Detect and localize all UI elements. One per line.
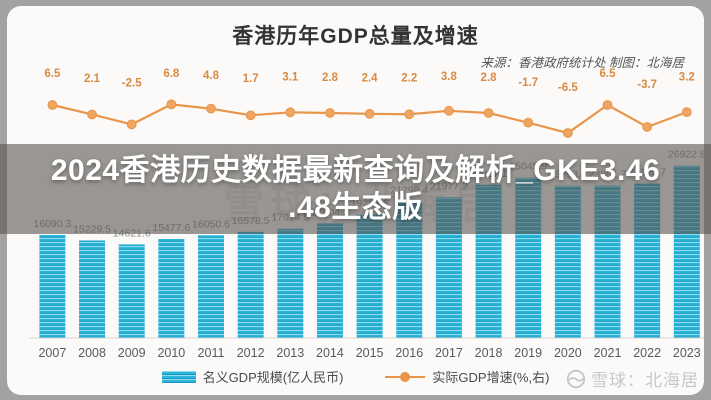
svg-text:2021: 2021: [594, 346, 622, 360]
svg-text:2.8: 2.8: [481, 72, 498, 84]
svg-text:-3.7: -3.7: [637, 79, 657, 91]
svg-text:2023: 2023: [673, 346, 701, 360]
svg-text:2022: 2022: [633, 346, 661, 360]
svg-text:2016: 2016: [395, 346, 423, 360]
svg-text:2.4: 2.4: [362, 72, 379, 84]
svg-text:2009: 2009: [118, 346, 146, 360]
svg-text:3.2: 3.2: [679, 72, 695, 84]
bar-series-swatch: [161, 370, 196, 383]
line-series-swatch: [385, 371, 426, 383]
overlay-text-line1: 2024香港历史数据最新查询及解析_GKE3.46: [50, 154, 661, 187]
legend-item-line: 实际GDP增速(%,右): [385, 367, 549, 386]
svg-text:4.8: 4.8: [203, 70, 220, 82]
overlay-text-line2: .48生态版: [288, 191, 423, 224]
svg-text:1.7: 1.7: [243, 73, 259, 85]
svg-text:2012: 2012: [237, 346, 265, 360]
legend-item-bar: 名义GDP规模(亿人民币): [161, 367, 344, 386]
svg-text:2013: 2013: [276, 346, 304, 360]
legend-line-label: 实际GDP增速(%,右): [432, 370, 550, 385]
svg-text:2014: 2014: [316, 346, 344, 360]
svg-text:-6.5: -6.5: [558, 82, 578, 94]
chart-legend: 名义GDP规模(亿人民币) 实际GDP增速(%,右): [0, 367, 711, 386]
svg-text:2008: 2008: [78, 346, 106, 360]
svg-text:2010: 2010: [157, 346, 185, 360]
legend-bar-label: 名义GDP规模(亿人民币): [202, 370, 344, 385]
svg-text:2.8: 2.8: [322, 72, 339, 84]
svg-text:2017: 2017: [435, 346, 463, 360]
svg-text:2007: 2007: [38, 346, 66, 360]
svg-text:2018: 2018: [475, 346, 503, 360]
svg-text:2.1: 2.1: [84, 73, 101, 85]
svg-text:6.5: 6.5: [44, 68, 61, 80]
chart-source: 来源：香港政府统计处 制图：北海居: [480, 56, 684, 70]
svg-text:2.2: 2.2: [401, 73, 417, 85]
svg-text:3.8: 3.8: [441, 71, 458, 83]
svg-text:2019: 2019: [514, 346, 542, 360]
svg-text:-2.5: -2.5: [122, 78, 142, 90]
svg-text:6.5: 6.5: [600, 68, 617, 80]
source-watermark: 雪球：北海居: [566, 366, 699, 391]
svg-text:2011: 2011: [198, 346, 225, 360]
overlay-watermark-banner: 2024香港历史数据最新查询及解析_GKE3.46 .48生态版: [0, 144, 711, 234]
chart-title: 香港历年GDP总量及增速: [232, 25, 479, 48]
watermark-text: 雪球：北海居: [591, 371, 699, 390]
svg-text:2020: 2020: [554, 346, 582, 360]
svg-text:2015: 2015: [356, 346, 384, 360]
svg-text:3.1: 3.1: [282, 72, 299, 84]
svg-text:-1.7: -1.7: [518, 77, 538, 89]
snowball-logo-icon: [566, 369, 586, 388]
svg-text:6.8: 6.8: [163, 68, 180, 80]
